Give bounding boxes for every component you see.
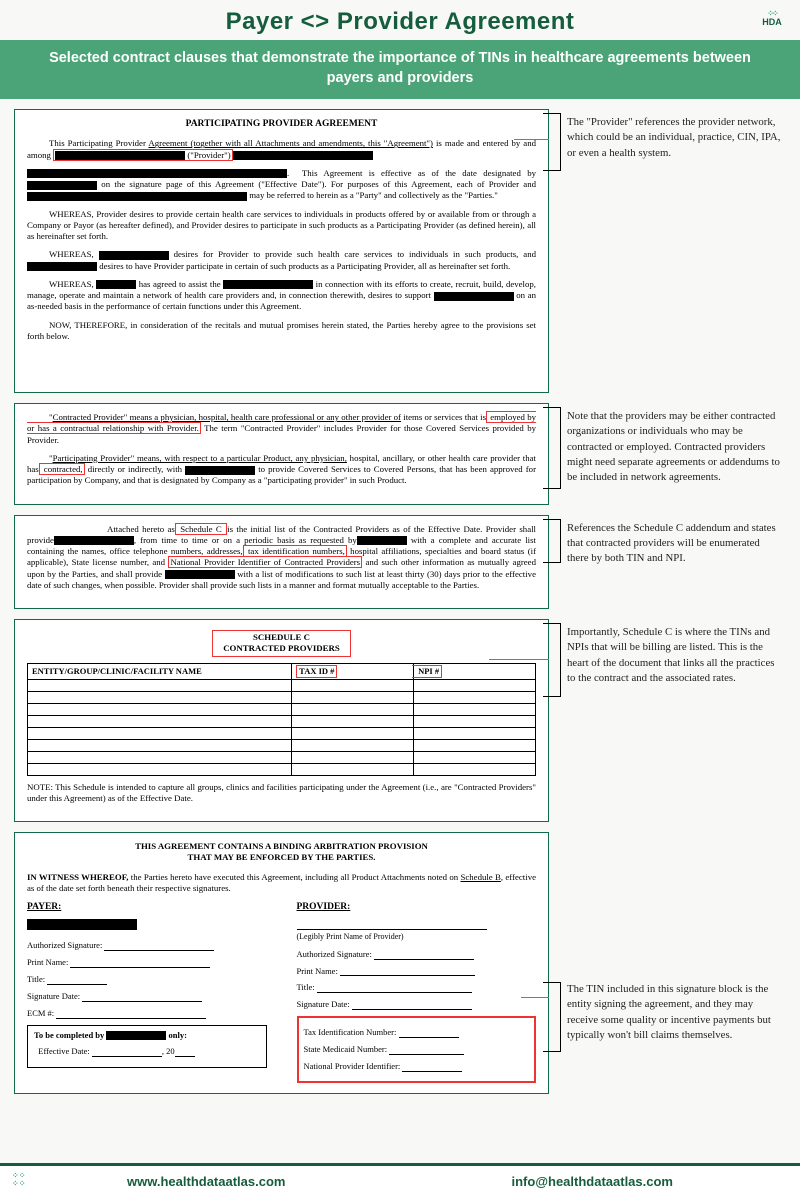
- col-taxid: TAX ID #: [292, 663, 414, 679]
- provider-highlight: ("Provider"): [53, 149, 233, 161]
- hl-contracted: contracted,: [39, 463, 85, 475]
- schedule-c-title: SCHEDULE CCONTRACTED PROVIDERS: [212, 630, 351, 657]
- footer-url: www.healthdataatlas.com: [127, 1174, 285, 1189]
- tin-signature-box: Tax Identification Number: State Medicai…: [297, 1016, 537, 1083]
- panel-schedule-c-ref: Attached hereto as Schedule C is the ini…: [14, 515, 549, 610]
- table-row: [28, 703, 536, 715]
- footer-email: info@healthdataatlas.com: [512, 1174, 673, 1189]
- subheader-band: Selected contract clauses that demonstra…: [0, 40, 800, 99]
- panel-definitions: "Contracted Provider" means a physician,…: [14, 403, 549, 505]
- table-row: [28, 763, 536, 775]
- payer-signature-column: PAYER: Authorized Signature: Print Name:…: [27, 901, 267, 1083]
- annotation-1: The "Provider" references the provider n…: [549, 109, 786, 161]
- table-row: [28, 679, 536, 691]
- schedule-note: NOTE: This Schedule is intended to captu…: [27, 782, 536, 805]
- page-title: Payer <> Provider Agreement: [0, 8, 800, 36]
- panel-schedule-c-table: SCHEDULE CCONTRACTED PROVIDERS ENTITY/GR…: [14, 619, 549, 822]
- contracted-providers-table: ENTITY/GROUP/CLINIC/FACILITY NAME TAX ID…: [27, 663, 536, 776]
- provider-signature-column: PROVIDER: (Legibly Print Name of Provide…: [297, 901, 537, 1083]
- panel-agreement-intro: PARTICIPATING PROVIDER AGREEMENT This Pa…: [14, 109, 549, 393]
- annotation-3: References the Schedule C addendum and s…: [549, 515, 786, 567]
- table-row: [28, 739, 536, 751]
- hl-schedule-c: Schedule C: [175, 523, 227, 535]
- content-area: PARTICIPATING PROVIDER AGREEMENT This Pa…: [0, 99, 800, 1094]
- annotation-5: The TIN included in this signature block…: [549, 832, 786, 1043]
- page-header: Payer <> Provider Agreement HDA: [0, 0, 800, 40]
- hda-logo: HDA: [758, 10, 786, 38]
- hl-tin: tax identification numbers,: [243, 545, 347, 557]
- col-entity: ENTITY/GROUP/CLINIC/FACILITY NAME: [28, 663, 292, 679]
- page-footer: ⁘⁘⁘⁘ www.healthdataatlas.com info@health…: [0, 1163, 800, 1199]
- annotation-2: Note that the providers may be either co…: [549, 403, 786, 486]
- table-row: [28, 691, 536, 703]
- annotation-4: Importantly, Schedule C is where the TIN…: [549, 619, 786, 686]
- footer-logo-icon: ⁘⁘⁘⁘: [12, 1172, 25, 1188]
- table-row: [28, 751, 536, 763]
- col-npi: NPI #: [414, 663, 536, 679]
- panel-signature: THIS AGREEMENT CONTAINS A BINDING ARBITR…: [14, 832, 549, 1094]
- to-be-completed-box: To be completed by only: Effective Date:…: [27, 1025, 267, 1069]
- table-row: [28, 727, 536, 739]
- panel1-title: PARTICIPATING PROVIDER AGREEMENT: [27, 118, 536, 130]
- table-row: [28, 715, 536, 727]
- hl-npi: National Provider Identifier of Contract…: [168, 556, 362, 568]
